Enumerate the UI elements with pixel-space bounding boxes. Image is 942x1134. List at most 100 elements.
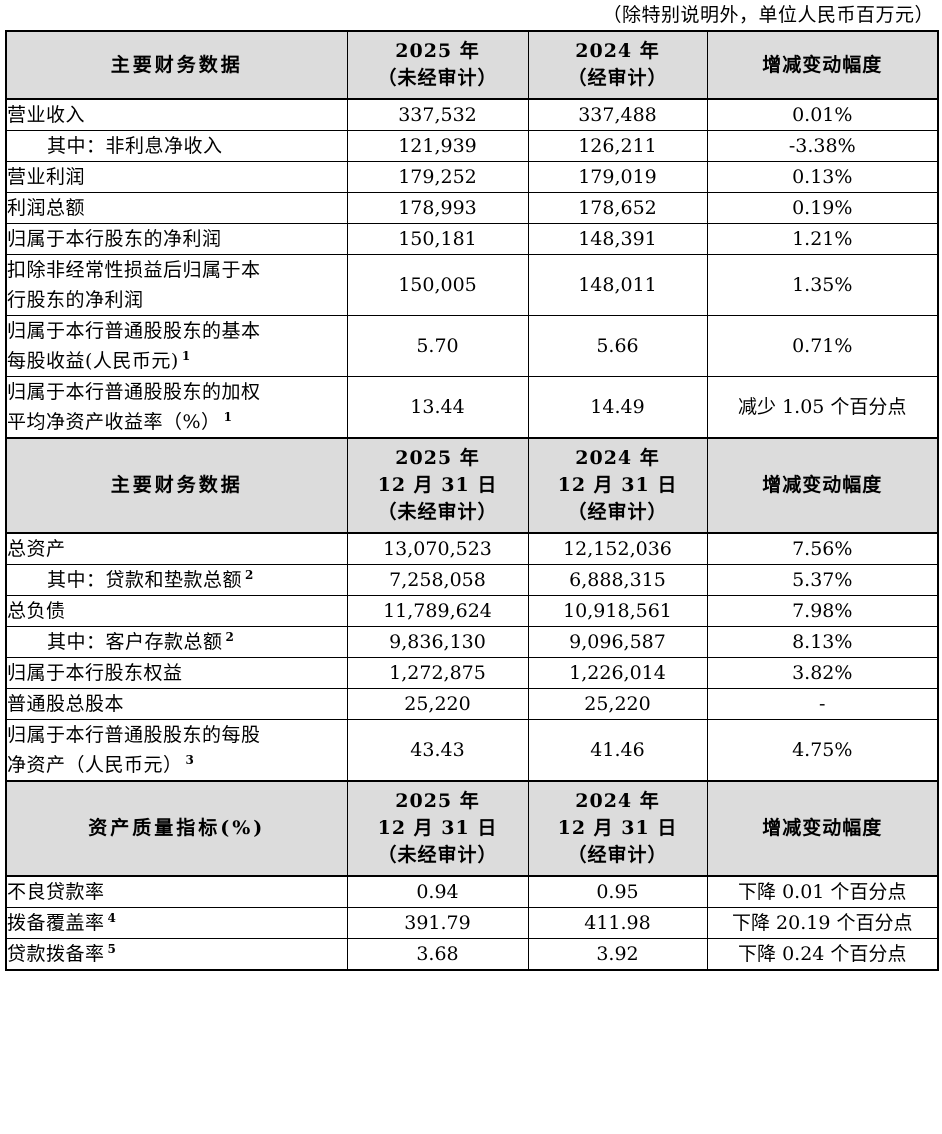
- value-prior-period: 148,011: [527, 254, 708, 316]
- section-header-period-2: 2024 年 （经审计）: [527, 30, 708, 100]
- section-header-period-line: （经审计）: [567, 67, 668, 89]
- row-label: 营业收入: [5, 98, 348, 131]
- section-header-change: 增减变动幅度: [706, 437, 939, 534]
- value-current-period: 3.68: [346, 938, 529, 971]
- row-label-line: 利润总额: [7, 197, 86, 219]
- section-header-period-line: 2024 年: [575, 447, 660, 469]
- row-label-line: 总资产: [7, 538, 66, 560]
- table-body: 主要财务数据 2025 年（未经审计） 2024 年（经审计） 增减变动幅度 营业收入 3…: [5, 30, 939, 971]
- section-header-period-line: （未经审计）: [377, 67, 498, 89]
- value-prior-period: 148,391: [527, 223, 708, 255]
- value-current-period: 391.79: [346, 907, 529, 939]
- value-prior-period: 41.46: [527, 719, 708, 782]
- section-header-period-2: 2024 年 12 月 31 日 （经审计）: [527, 437, 708, 534]
- row-label: 利润总额: [5, 192, 348, 224]
- value-current-period: 7,258,058: [346, 564, 529, 596]
- value-current-period: 337,532: [346, 98, 529, 131]
- unit-note: （除特别说明外，单位人民币百万元）: [602, 4, 934, 26]
- section-header-change: 增减变动幅度: [706, 30, 939, 100]
- value-prior-period: 10,918,561: [527, 595, 708, 627]
- value-current-period: 5.70: [346, 315, 529, 377]
- value-change: 1.35%: [706, 254, 939, 316]
- section-header-row: 主要财务数据 2025 年 （未经审计） 2024 年 （经审计） 增减变动幅度: [5, 30, 939, 100]
- value-change: 4.75%: [706, 719, 939, 782]
- row-label: 归属于本行股东的净利润: [5, 223, 348, 255]
- table-row: 其中：贷款和垫款总额 2 7,258,058 6,888,315 5.37%: [5, 564, 939, 596]
- value-change: 1.21%: [706, 223, 939, 255]
- value-change: 下降 20.19 个百分点: [706, 907, 939, 939]
- value-change: 0.71%: [706, 315, 939, 377]
- row-label: 归属于本行普通股股东的基本 每股收益(人民币元) 1: [5, 315, 348, 377]
- value-change: 减少 1.05 个百分点: [706, 376, 939, 439]
- row-label: 总资产: [5, 532, 348, 565]
- value-current-period: 150,005: [346, 254, 529, 316]
- section-header-period-line: 2025 年: [395, 40, 480, 62]
- value-change: 7.98%: [706, 595, 939, 627]
- value-current-period: 11,789,624: [346, 595, 529, 627]
- value-prior-period: 0.95: [527, 875, 708, 908]
- table-row: 贷款拨备率 5 3.68 3.92 下降 0.24 个百分点: [5, 938, 939, 971]
- row-label: 其中：客户存款总额 2: [5, 626, 348, 658]
- section-header-label: 资产质量指标(%): [5, 780, 348, 877]
- table-row: 归属于本行普通股股东的基本 每股收益(人民币元) 1 5.70 5.66 0.71%: [5, 315, 939, 377]
- table-row: 不良贷款率 0.94 0.95 下降 0.01 个百分点: [5, 875, 939, 908]
- table-row: 营业利润 179,252 179,019 0.13%: [5, 161, 939, 193]
- row-label: 归属于本行股东权益: [5, 657, 348, 689]
- row-label: 归属于本行普通股股东的每股 净资产（人民币元） 3: [5, 719, 348, 782]
- value-change: -: [706, 688, 939, 720]
- value-prior-period: 6,888,315: [527, 564, 708, 596]
- value-prior-period: 25,220: [527, 688, 708, 720]
- footnote-marker: 1: [181, 348, 191, 363]
- row-label-line: 营业收入: [7, 104, 86, 126]
- section-header-change: 增减变动幅度: [706, 780, 939, 877]
- row-label: 归属于本行普通股股东的加权 平均净资产收益率（%） 1: [5, 376, 348, 439]
- value-current-period: 179,252: [346, 161, 529, 193]
- table-row: 归属于本行股东的净利润 150,181 148,391 1.21%: [5, 223, 939, 255]
- value-current-period: 43.43: [346, 719, 529, 782]
- footnote-marker: 3: [185, 752, 195, 767]
- value-prior-period: 1,226,014: [527, 657, 708, 689]
- row-label-line: 归属于本行股东权益: [7, 662, 183, 684]
- value-current-period: 13.44: [346, 376, 529, 439]
- section-header-period-line: 2025 年: [395, 790, 480, 812]
- row-label: 拨备覆盖率 4: [5, 907, 348, 939]
- row-label-line: 贷款拨备率 5: [7, 941, 117, 965]
- section-header-period-line: 12 月 31 日: [557, 817, 678, 839]
- value-change: 8.13%: [706, 626, 939, 658]
- section-header-period-line: 2024 年: [575, 40, 660, 62]
- table-row: 扣除非经常性损益后归属于本 行股东的净利润 150,005 148,011 1.35%: [5, 254, 939, 316]
- row-label: 其中：贷款和垫款总额 2: [5, 564, 348, 596]
- row-label-line: 不良贷款率: [7, 881, 105, 903]
- row-label-line: 每股收益(人民币元) 1: [7, 348, 191, 372]
- section-header-period-line: 2024 年: [575, 790, 660, 812]
- row-label-line: 其中：非利息净收入: [47, 135, 223, 157]
- table-row: 利润总额 178,993 178,652 0.19%: [5, 192, 939, 224]
- value-prior-period: 3.92: [527, 938, 708, 971]
- section-header-period-line: 2025 年: [395, 447, 480, 469]
- table-row: 其中：非利息净收入 121,939 126,211 -3.38%: [5, 130, 939, 162]
- row-label: 普通股总股本: [5, 688, 348, 720]
- row-label-line: 归属于本行股东的净利润: [7, 228, 222, 250]
- value-change: 下降 0.01 个百分点: [706, 875, 939, 908]
- row-label-line: 归属于本行普通股股东的每股: [7, 724, 261, 746]
- value-prior-period: 179,019: [527, 161, 708, 193]
- footnote-marker: 1: [223, 409, 233, 424]
- section-header-period-line: （经审计）: [567, 501, 668, 523]
- row-label: 扣除非经常性损益后归属于本 行股东的净利润: [5, 254, 348, 316]
- row-label-line: 归属于本行普通股股东的加权: [7, 381, 261, 403]
- value-prior-period: 9,096,587: [527, 626, 708, 658]
- value-change: 0.01%: [706, 98, 939, 131]
- value-current-period: 178,993: [346, 192, 529, 224]
- table-row: 归属于本行普通股股东的每股 净资产（人民币元） 3 43.43 41.46 4.75%: [5, 719, 939, 782]
- row-label: 营业利润: [5, 161, 348, 193]
- value-current-period: 0.94: [346, 875, 529, 908]
- value-current-period: 1,272,875: [346, 657, 529, 689]
- value-change: 7.56%: [706, 532, 939, 565]
- value-change: 0.13%: [706, 161, 939, 193]
- section-header-period-line: （未经审计）: [377, 501, 498, 523]
- table-row: 归属于本行股东权益 1,272,875 1,226,014 3.82%: [5, 657, 939, 689]
- row-label-line: 总负债: [7, 600, 66, 622]
- table-row: 归属于本行普通股股东的加权 平均净资产收益率（%） 1 13.44 14.49 减少 1.…: [5, 376, 939, 439]
- row-label-line: 扣除非经常性损益后归属于本: [7, 259, 261, 281]
